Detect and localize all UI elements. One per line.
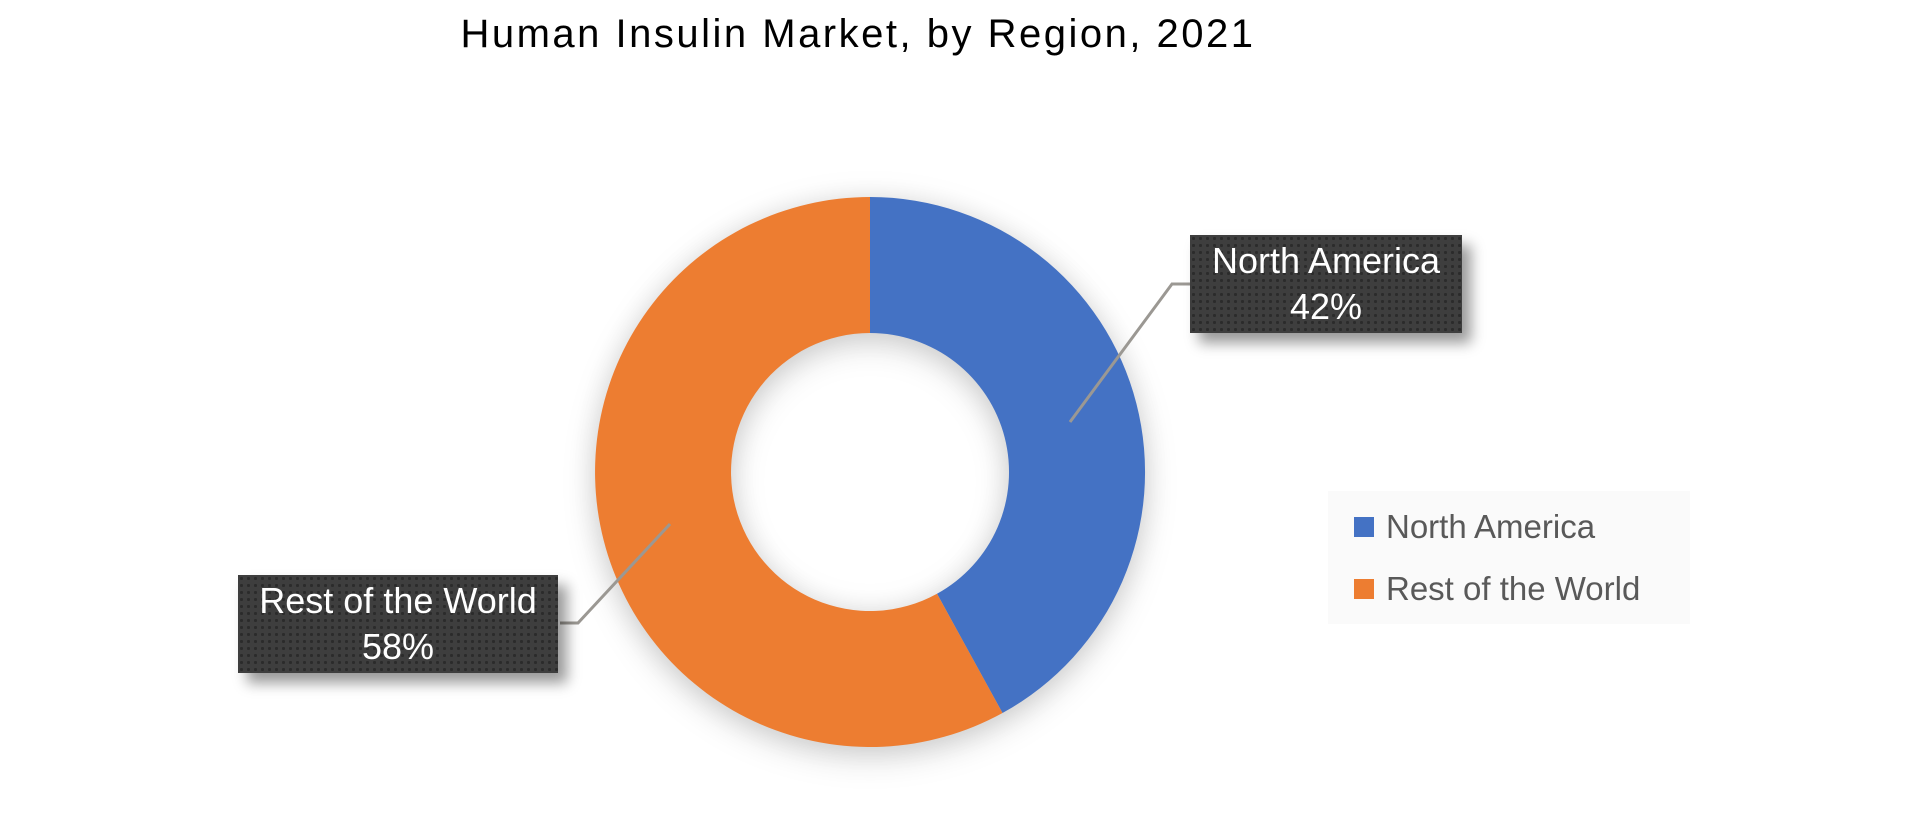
- donut-slice-north-america: [870, 197, 1146, 713]
- legend-swatch-north-america-icon: [1354, 516, 1374, 537]
- callout-north-america-label: North America: [1211, 240, 1441, 281]
- legend-label-rest-of-world: Rest of the World: [1386, 569, 1641, 607]
- legend-label-north-america: North America: [1386, 507, 1596, 545]
- callout-north-america-value: 42%: [1289, 286, 1363, 327]
- callout-rest-of-world-value: 58%: [361, 626, 435, 667]
- leader-line-rest-of-world: [560, 522, 672, 625]
- callout-north-america: North America 42%: [1190, 235, 1462, 333]
- legend-swatch-rest-of-world-icon: [1354, 578, 1374, 599]
- chart-legend: North America Rest of the World: [1328, 491, 1690, 624]
- callout-rest-of-world: Rest of the World 58%: [238, 575, 558, 673]
- leader-line-north-america: [1068, 282, 1190, 423]
- chart-title: Human Insulin Market, by Region, 2021: [460, 12, 1256, 56]
- callout-rest-of-world-label: Rest of the World: [259, 580, 537, 621]
- donut-chart: [595, 197, 1146, 747]
- legend-item-rest-of-world: Rest of the World: [1354, 570, 1690, 608]
- legend-item-north-america: North America: [1354, 508, 1690, 546]
- donut-slice-rest-of-the-world: [595, 197, 1003, 747]
